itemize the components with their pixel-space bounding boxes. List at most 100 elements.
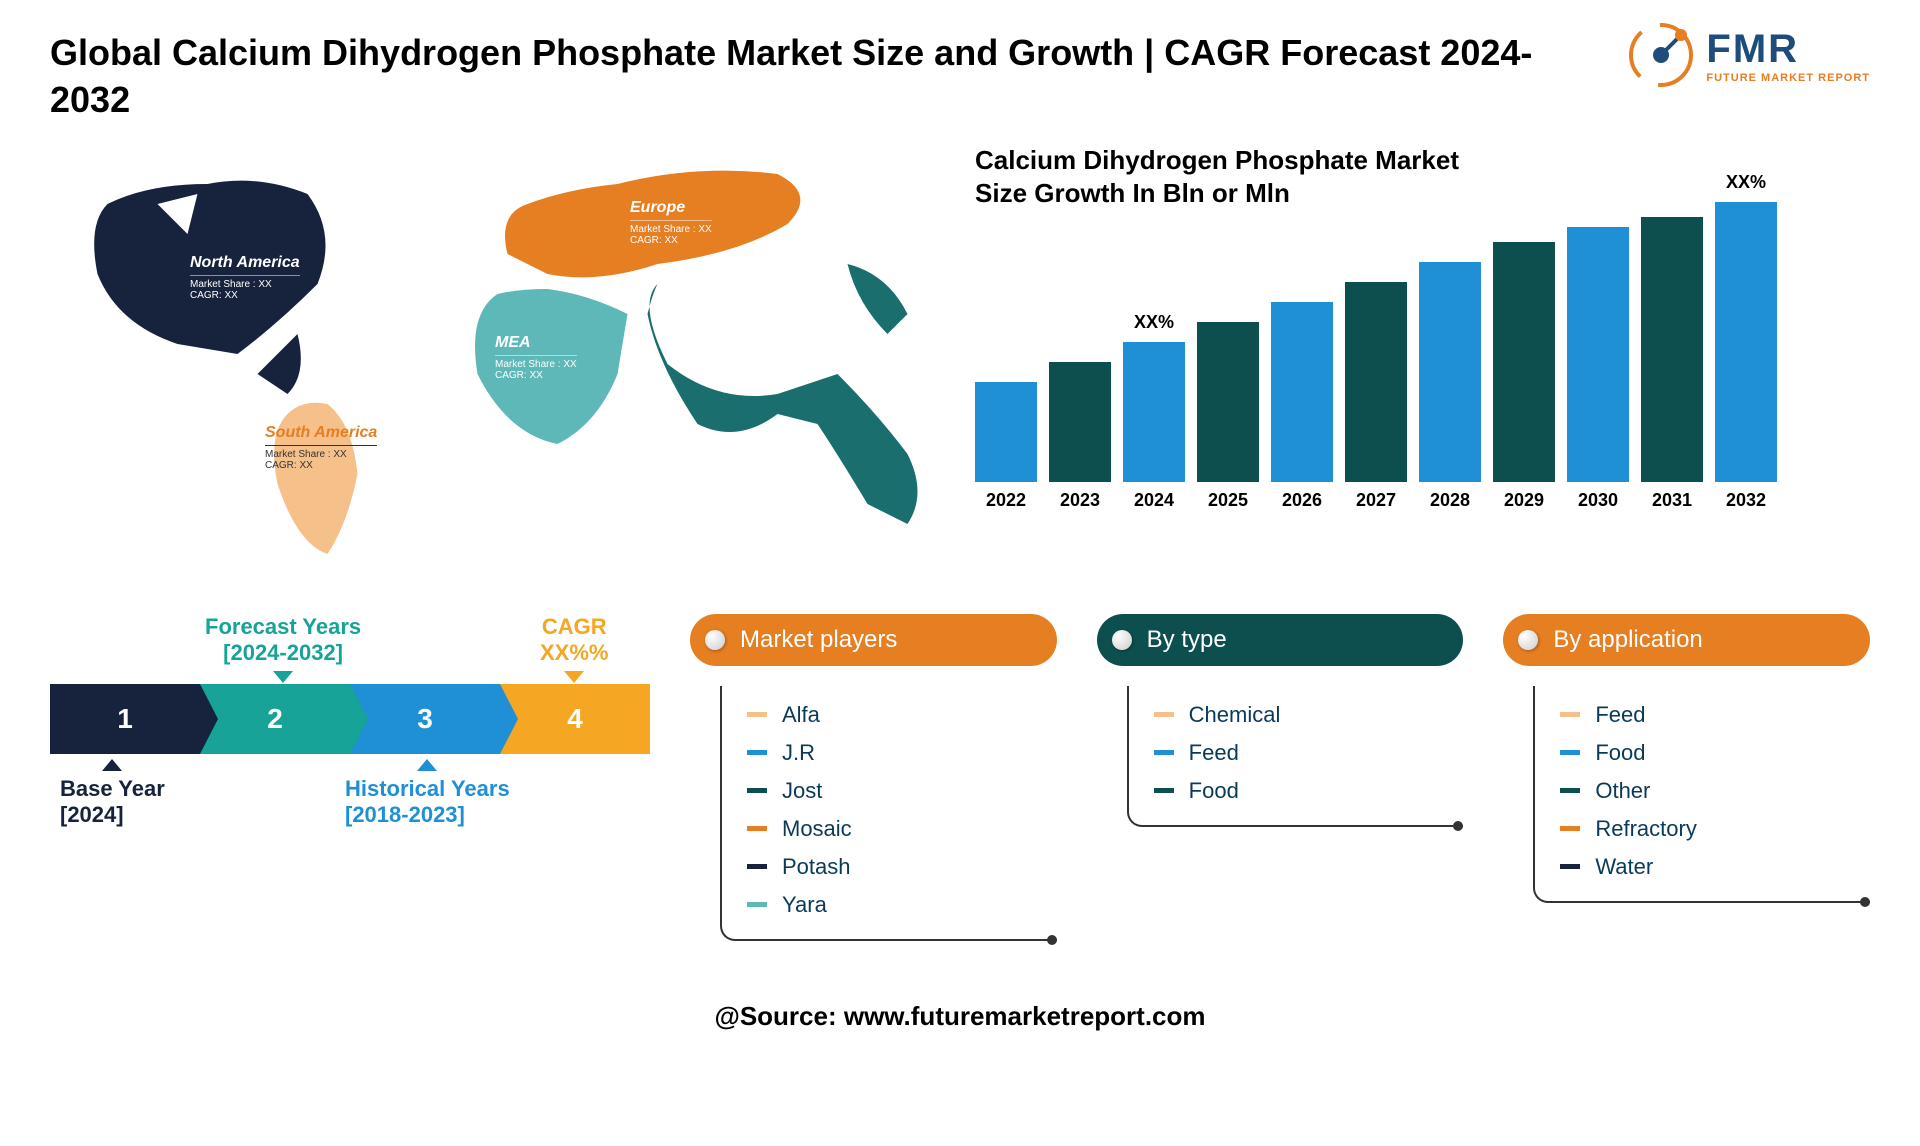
- region-eu-cagr: CAGR: XX: [630, 235, 712, 246]
- dash-icon: [1154, 750, 1174, 755]
- pill-market-players: Market players: [690, 614, 1057, 666]
- list-item: Mosaic: [747, 810, 1057, 848]
- region-na-cagr: CAGR: XX: [190, 290, 300, 301]
- bar-year-label: 2023: [1060, 490, 1100, 511]
- bar-year-label: 2027: [1356, 490, 1396, 511]
- region-na-share: Market Share : XX: [190, 275, 300, 290]
- region-sa-name: South America: [265, 424, 377, 442]
- info-columns: Market players Alfa J.RJostMosaicPotash Ya…: [690, 614, 1870, 941]
- bar-rect: [1123, 342, 1185, 482]
- bar-rect: [1715, 202, 1777, 482]
- bar-2028: 2028: [1419, 262, 1481, 511]
- bottom-section: Forecast Years [2024-2032] CAGR XX%% 1 2…: [50, 614, 1870, 941]
- list-item-label: Other: [1595, 778, 1650, 804]
- dash-icon: [1154, 788, 1174, 793]
- base-year-range: [2024]: [60, 802, 165, 828]
- region-eu-share: Market Share : XX: [630, 220, 712, 235]
- bar-year-label: 2025: [1208, 490, 1248, 511]
- list-item-label: Alfa: [782, 702, 820, 728]
- region-mea-cagr: CAGR: XX: [495, 370, 577, 381]
- list-item: Refractory: [1560, 810, 1870, 848]
- page-title: Global Calcium Dihydrogen Phosphate Mark…: [50, 30, 1550, 124]
- dash-icon: [1560, 750, 1580, 755]
- list-item: Alfa: [747, 696, 1057, 734]
- timeline-bar: 1 2 3 4: [50, 684, 650, 754]
- dash-icon: [1560, 712, 1580, 717]
- historical-range: [2018-2023]: [345, 802, 510, 828]
- bar-2024: XX%2024: [1123, 342, 1185, 511]
- source-attribution: @Source: www.futuremarketreport.com: [50, 1001, 1870, 1032]
- region-north-america: North America Market Share : XX CAGR: XX: [190, 254, 300, 301]
- bar-2026: 2026: [1271, 302, 1333, 511]
- base-year-text: Base Year: [60, 776, 165, 802]
- base-year-label: Base Year [2024]: [60, 759, 165, 828]
- bar-year-label: 2024: [1134, 490, 1174, 511]
- region-sa-share: Market Share : XX: [265, 445, 377, 460]
- logo-tagline: FUTURE MARKET REPORT: [1706, 72, 1870, 84]
- region-ap-cagr: CAGR: XX: [690, 325, 780, 336]
- list-item-label: Chemical: [1189, 702, 1281, 728]
- pill-by-application: By application: [1503, 614, 1870, 666]
- list-item: Food: [1154, 772, 1464, 810]
- list-type: ChemicalFeedFood: [1127, 686, 1464, 827]
- bar-rect: [1271, 302, 1333, 482]
- dash-icon: [747, 788, 767, 793]
- timeline: Forecast Years [2024-2032] CAGR XX%% 1 2…: [50, 614, 650, 941]
- world-map: North America Market Share : XX CAGR: XX…: [50, 144, 945, 564]
- col-by-type: By type ChemicalFeedFood: [1097, 614, 1464, 941]
- bar-2029: 2029: [1493, 242, 1555, 511]
- bar-rect: [1493, 242, 1555, 482]
- region-europe: Europe Market Share : XX CAGR: XX: [630, 199, 712, 246]
- list-item: Water: [1560, 848, 1870, 886]
- main-content: North America Market Share : XX CAGR: XX…: [50, 144, 1870, 564]
- chart-bars-container: 20222023XX%20242025202620272028202920302…: [975, 231, 1870, 511]
- list-item: Chemical: [1154, 696, 1464, 734]
- forecast-label: Forecast Years [2024-2032]: [205, 614, 361, 683]
- bar-year-label: 2029: [1504, 490, 1544, 511]
- list-item: J.R: [747, 734, 1057, 772]
- historical-label: Historical Years [2018-2023]: [345, 759, 510, 828]
- logo-text: FMR: [1706, 27, 1870, 72]
- bar-rect: [1419, 262, 1481, 482]
- region-sa-cagr: CAGR: XX: [265, 460, 377, 471]
- dash-icon: [747, 864, 767, 869]
- chart-title: Calcium Dihydrogen Phosphate Market Size…: [975, 144, 1475, 212]
- list-item-label: Water: [1595, 854, 1653, 880]
- list-item: Food: [1560, 734, 1870, 772]
- dash-icon: [747, 712, 767, 717]
- list-item-label: Food: [1189, 778, 1239, 804]
- dash-icon: [747, 902, 767, 907]
- list-item-label: Food: [1595, 740, 1645, 766]
- logo: FMR FUTURE MARKET REPORT: [1626, 20, 1870, 90]
- logo-icon: [1626, 20, 1696, 90]
- dash-icon: [1560, 864, 1580, 869]
- bar-2031: 2031: [1641, 217, 1703, 511]
- bar-rect: [1197, 322, 1259, 482]
- region-mea-share: Market Share : XX: [495, 355, 577, 370]
- list-item: Potash: [747, 848, 1057, 886]
- list-item: Jost: [747, 772, 1057, 810]
- list-application: Feed Food Other Refractory Water: [1533, 686, 1870, 903]
- region-mea-name: MEA: [495, 334, 577, 352]
- col-by-application: By application Feed Food Other Refractory Wa…: [1503, 614, 1870, 941]
- bar-2025: 2025: [1197, 322, 1259, 511]
- region-ap-share: Market Share : XX: [690, 310, 780, 325]
- bar-annot-2024: XX%: [1134, 312, 1174, 333]
- bar-2030: 2030: [1567, 227, 1629, 511]
- forecast-label-text: Forecast Years: [205, 614, 361, 640]
- list-item: Yara: [747, 886, 1057, 924]
- bar-year-label: 2022: [986, 490, 1026, 511]
- bar-2023: 2023: [1049, 362, 1111, 511]
- bar-rect: [1641, 217, 1703, 482]
- list-item-label: Yara: [782, 892, 827, 918]
- page-header: Global Calcium Dihydrogen Phosphate Mark…: [50, 30, 1870, 124]
- dash-icon: [747, 750, 767, 755]
- dash-icon: [1560, 788, 1580, 793]
- pill-by-type: By type: [1097, 614, 1464, 666]
- region-eu-name: Europe: [630, 199, 712, 217]
- col-market-players: Market players Alfa J.RJostMosaicPotash Ya…: [690, 614, 1057, 941]
- region-south-america: South America Market Share : XX CAGR: XX: [265, 424, 377, 471]
- region-ap-name: Asia Pacific: [690, 289, 780, 307]
- region-mea: MEA Market Share : XX CAGR: XX: [495, 334, 577, 381]
- list-item-label: Feed: [1595, 702, 1645, 728]
